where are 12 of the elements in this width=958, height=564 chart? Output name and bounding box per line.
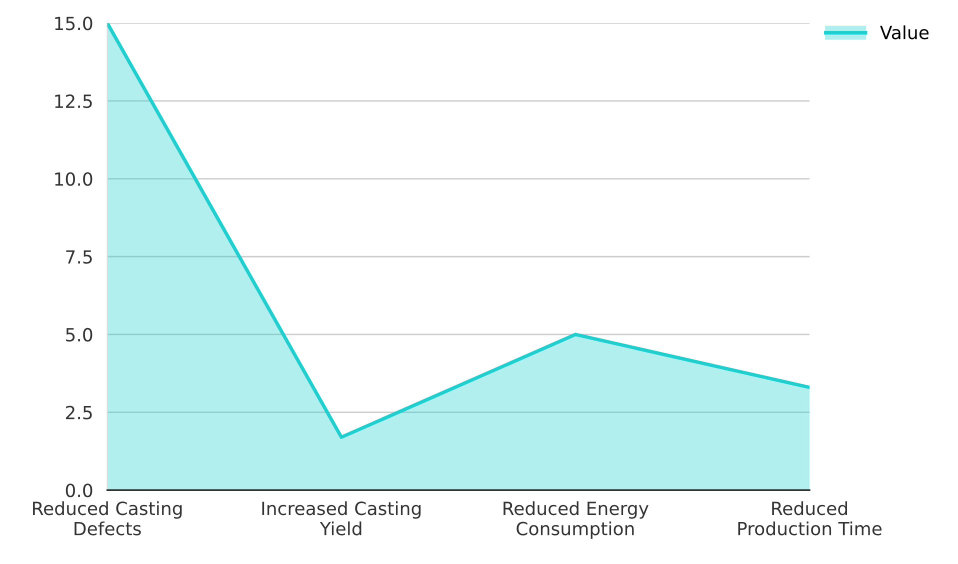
y-tick-label: 0.0	[66, 484, 92, 498]
y-tick-label: 12.5	[55, 94, 92, 108]
y-tick-label: 15.0	[55, 16, 92, 30]
y-tick-label: 2.5	[66, 406, 92, 420]
x-tick-label: Reduced Production Time	[738, 501, 882, 536]
y-tick-label: 5.0	[66, 328, 92, 342]
x-tick-label: Reduced Energy Consumption	[504, 501, 648, 539]
y-tick-label: 10.0	[55, 172, 92, 186]
x-tick-label: Increased Casting Yield	[262, 501, 421, 536]
y-tick-label: 7.5	[66, 250, 92, 264]
x-tick-label: Reduced Casting Defects	[33, 501, 182, 536]
legend-label: Value	[880, 25, 929, 40]
